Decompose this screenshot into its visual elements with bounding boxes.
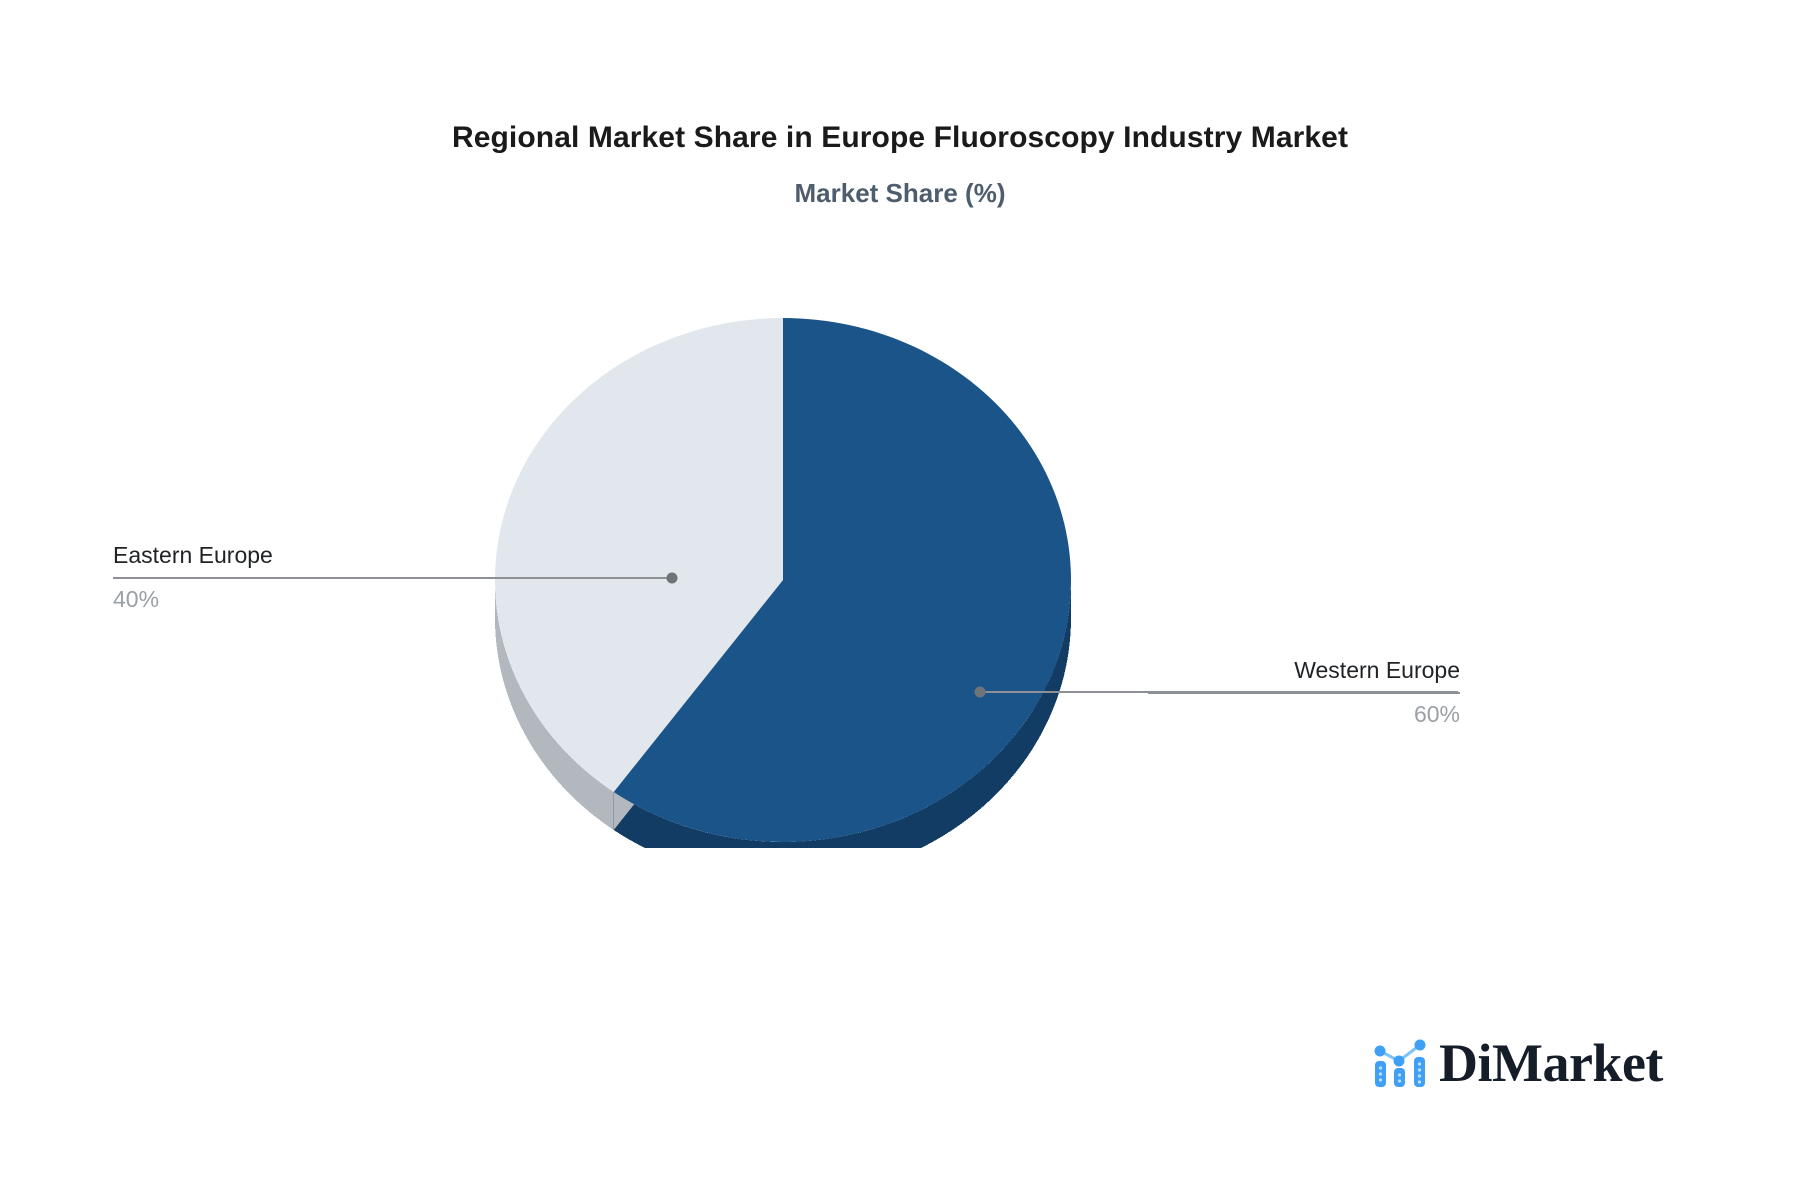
callout-rule-western-europe bbox=[1148, 692, 1460, 695]
callout-value-western-europe: 60% bbox=[1413, 701, 1460, 728]
pie-slice-western-europe[interactable] bbox=[613, 318, 1071, 842]
bar-chart-icon bbox=[1374, 1039, 1426, 1087]
pie-chart-svg bbox=[495, 318, 1071, 848]
callout-label-eastern-europe: Eastern Europe bbox=[113, 542, 273, 568]
pie-slice-eastern-europe[interactable] bbox=[495, 318, 783, 792]
pie-chart bbox=[495, 318, 1075, 848]
callout-western-europe: Western Europe 60% bbox=[1148, 655, 1460, 730]
callout-rule-eastern-europe bbox=[113, 577, 431, 580]
brand-logo: DiMarket bbox=[1372, 1036, 1663, 1090]
chart-subtitle: Market Share (%) bbox=[794, 178, 1006, 208]
chart-title: Regional Market Share in Europe Fluorosc… bbox=[451, 121, 1349, 154]
callout-value-eastern-europe: 40% bbox=[113, 586, 160, 613]
title-block: Regional Market Share in Europe Fluorosc… bbox=[0, 120, 1800, 209]
callout-eastern-europe: Eastern Europe 40% bbox=[113, 540, 431, 615]
callout-label-western-europe: Western Europe bbox=[1294, 657, 1460, 683]
brand-logo-text: DiMarket bbox=[1439, 1033, 1663, 1093]
